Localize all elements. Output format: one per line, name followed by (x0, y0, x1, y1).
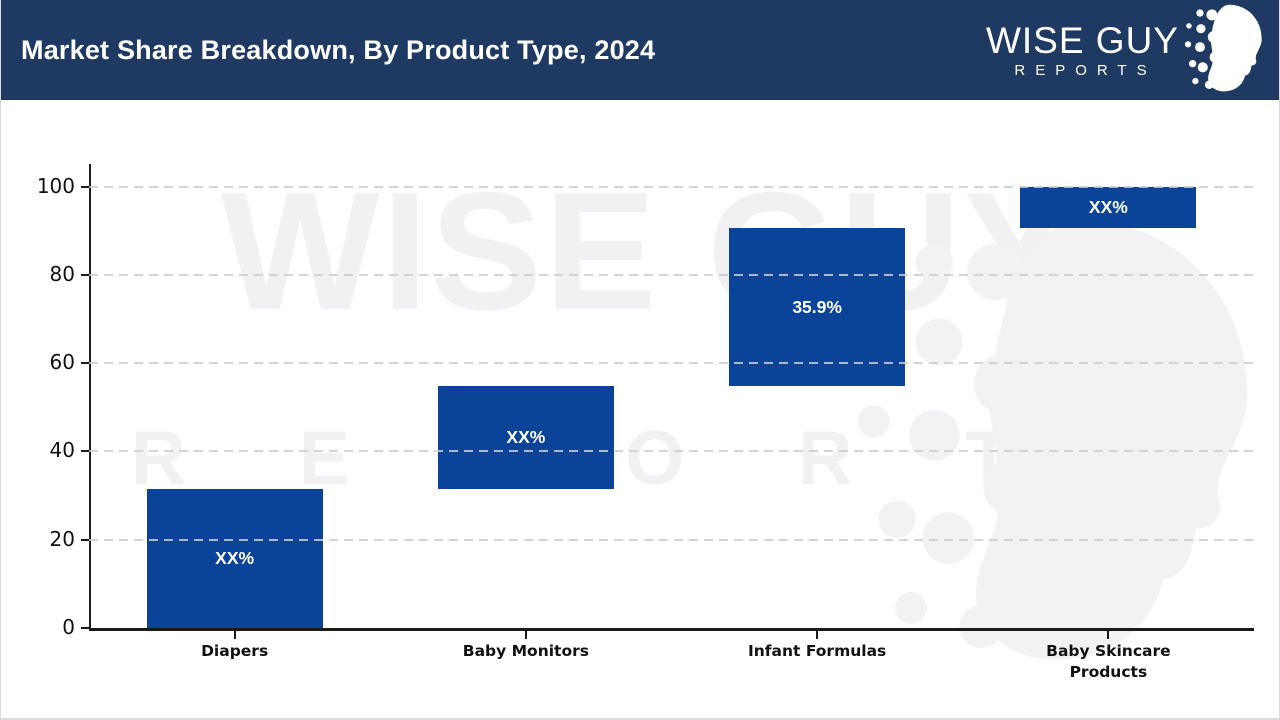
y-axis-tick-label: 80 (49, 261, 75, 286)
gridline (89, 273, 1254, 276)
page-title: Market Share Breakdown, By Product Type,… (21, 34, 656, 65)
x-axis-label: Baby Skincare Products (1046, 642, 1171, 681)
brand-wordmark: WISE GUY REPORTS (986, 22, 1179, 78)
bar-segment: XX% (437, 386, 614, 490)
y-axis-tick (81, 538, 89, 541)
bar-value-label: XX% (215, 548, 255, 569)
y-axis-tick-label: 40 (49, 438, 75, 463)
brand-subtitle: REPORTS (1014, 62, 1157, 79)
x-axis-label: Diapers (201, 642, 269, 660)
bar-value-label: XX% (506, 427, 546, 448)
chart-area: WISE GUY R E P O R T S XX% XX% 35.9% XX% 0 20… (1, 100, 1279, 718)
x-axis-tick (1107, 631, 1110, 639)
brand-logo: WISE GUY REPORTS (986, 2, 1265, 98)
gridline (89, 538, 1254, 541)
y-axis-tick-label: 0 (62, 615, 75, 639)
bar-segment: XX% (1020, 186, 1197, 228)
y-axis-line (89, 164, 91, 628)
x-axis-tick (524, 631, 527, 639)
y-axis-tick (81, 450, 89, 453)
y-axis-tick-label: 100 (36, 173, 75, 198)
y-axis-tick (81, 627, 89, 629)
brand-name: WISE GUY (985, 20, 1179, 61)
watermark-head-icon (841, 200, 1261, 684)
y-axis-tick (81, 362, 89, 365)
x-axis-tick (816, 631, 819, 639)
bar-segment: 35.9% (729, 228, 906, 387)
y-axis-tick-label: 60 (49, 350, 75, 375)
y-axis-tick-label: 20 (49, 526, 75, 551)
y-axis-tick (81, 273, 89, 276)
wiseguy-head-icon (1181, 2, 1265, 98)
gridline (89, 362, 1254, 365)
x-axis-label: Baby Monitors (462, 642, 589, 660)
x-axis-label: Infant Formulas (747, 642, 887, 660)
bar-segment: XX% (146, 489, 323, 628)
gridline (89, 450, 1254, 453)
bar-value-label: XX% (1088, 196, 1128, 217)
title-bar: Market Share Breakdown, By Product Type,… (1, 0, 1279, 100)
x-axis-line (89, 628, 1254, 631)
x-axis-tick (233, 631, 236, 639)
gridline (89, 185, 1254, 188)
bar-value-label: 35.9% (792, 296, 842, 317)
y-axis-tick (81, 185, 89, 188)
